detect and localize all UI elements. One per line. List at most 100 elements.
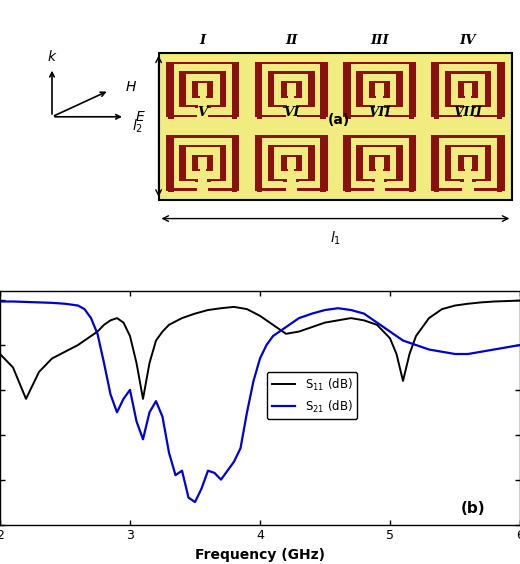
Text: $E$: $E$ [135,110,146,124]
Bar [166,61,174,117]
Bar [308,72,315,108]
Bar [206,95,213,98]
Bar [432,135,504,138]
Bar [255,188,285,191]
Bar [295,155,302,171]
Bar [207,81,213,98]
Bar [255,61,262,117]
S$_{11}$ (dB) [0,351,3,358]
Bar [432,61,439,117]
Bar [445,145,451,181]
Bar [458,155,464,171]
Bar [343,114,374,117]
Bar [343,188,374,191]
Bar [497,117,502,118]
Bar [255,114,285,117]
Bar [356,145,403,147]
Bar [207,105,226,108]
Bar [384,181,387,182]
Bar [383,95,390,98]
Bar [445,105,464,108]
Bar [369,95,376,98]
Bar [458,95,465,98]
Bar [166,135,174,191]
Text: III: III [370,34,389,47]
Bar [356,72,403,74]
Bar [219,145,226,181]
Text: (b): (b) [461,501,486,515]
Bar [396,145,403,181]
Bar [372,181,375,182]
Bar [268,105,287,108]
S$_{11}$ (dB) [478,299,484,306]
Legend: S$_{11}$ (dB), S$_{21}$ (dB): S$_{11}$ (dB), S$_{21}$ (dB) [267,372,357,419]
Bar [255,61,328,64]
Bar [232,191,237,192]
Bar [232,135,239,191]
Bar [384,81,390,98]
Bar [281,81,302,83]
Bar [343,135,350,191]
Bar [195,181,199,182]
S$_{11}$ (dB) [147,360,153,367]
Bar [434,191,439,192]
Bar [472,181,476,182]
Bar [432,114,462,117]
Bar [232,117,237,118]
S$_{11}$ (dB) [205,307,211,314]
Bar [458,81,464,98]
S$_{21}$ (dB) [296,315,302,321]
S$_{21}$ (dB) [192,499,198,505]
S$_{21}$ (dB) [0,298,3,305]
Bar [432,188,462,191]
Bar [485,72,491,108]
Text: VIII: VIII [453,105,483,118]
Bar [168,117,174,118]
S$_{21}$ (dB) [23,298,29,305]
Text: $l_2$: $l_2$ [132,117,144,135]
S$_{11}$ (dB) [36,368,42,375]
Bar [294,95,302,98]
Bar [207,155,213,171]
Line: S$_{21}$ (dB): S$_{21}$ (dB) [0,302,520,502]
Bar [209,188,239,191]
Text: $l_1$: $l_1$ [330,230,341,247]
Bar [384,179,403,181]
Bar [472,105,491,108]
Bar [255,135,262,191]
Bar [295,81,302,98]
Bar [294,169,302,171]
Bar [497,191,502,192]
Bar [383,169,390,171]
Bar [385,188,416,191]
Bar [283,181,287,182]
Bar [409,191,414,192]
Bar [281,95,288,98]
Bar [207,179,226,181]
Bar [281,155,287,171]
Bar [497,61,504,117]
S$_{11}$ (dB) [23,395,29,402]
Bar [472,179,491,181]
Bar [320,135,328,191]
Bar [179,145,186,181]
Text: V: V [198,105,208,118]
Bar [179,105,199,108]
Bar [168,191,174,192]
Bar [343,61,416,64]
X-axis label: Frequency (GHz): Frequency (GHz) [195,548,325,562]
Bar [268,145,315,147]
S$_{11}$ (dB) [296,328,302,335]
Bar [445,72,451,108]
Bar [497,135,504,191]
Bar [209,114,239,117]
Bar [384,155,390,171]
Bar [458,155,478,157]
Text: VII: VII [368,105,391,118]
Bar [166,135,239,138]
Bar [295,181,299,182]
Bar [345,191,350,192]
Bar [255,135,328,138]
Bar [472,81,478,98]
Bar [369,155,375,171]
